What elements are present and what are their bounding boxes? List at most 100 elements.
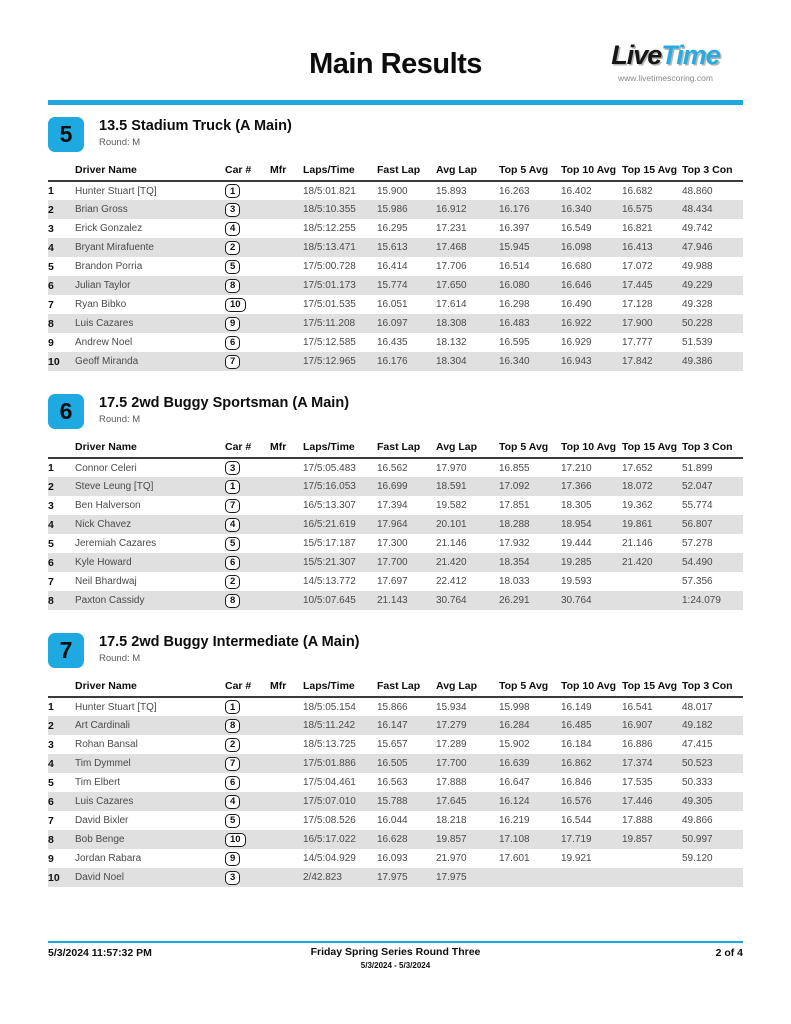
car-number-badge: 7	[225, 756, 241, 771]
fast-lap-cell: 16.093	[377, 853, 408, 864]
top15-avg-cell	[622, 572, 682, 591]
top15-avg-cell: 17.374	[622, 758, 653, 769]
top15-avg-cell: 17.446	[622, 796, 653, 807]
top10-avg-cell: 16.646	[561, 280, 592, 291]
top15-avg-cell: 17.900	[622, 318, 653, 329]
driver-name-cell: David Bixler	[75, 815, 129, 826]
column-header-top10: Top 10 Avg	[561, 678, 622, 698]
fast-lap-cell: 15.986	[377, 204, 408, 215]
position-cell: 7	[48, 298, 54, 311]
print-timestamp: 5/3/2024 11:57:32 PM	[48, 947, 152, 959]
top15-avg-cell	[622, 591, 682, 610]
top15-avg-cell: 21.420	[622, 557, 653, 568]
top15-avg-cell: 16.907	[622, 720, 653, 731]
laps-time-cell: 17/5:12.585	[303, 337, 356, 348]
car-number-badge: 6	[225, 555, 241, 570]
top5-avg-cell: 17.601	[499, 853, 530, 864]
mfr-cell	[270, 553, 303, 572]
car-number-badge: 4	[225, 517, 241, 532]
top5-avg-cell: 16.340	[499, 356, 530, 367]
top3-con-cell: 47.415	[682, 739, 713, 750]
table-row: 10 David Noel 3 2/42.823 17.975 17.975	[48, 868, 743, 887]
position-cell: 4	[48, 241, 54, 254]
top5-avg-cell: 15.902	[499, 739, 530, 750]
position-cell: 4	[48, 518, 54, 531]
laps-time-cell: 14/5:04.929	[303, 853, 356, 864]
mfr-cell	[270, 754, 303, 773]
mfr-cell	[270, 830, 303, 849]
round-label: Round: M	[99, 653, 141, 665]
heat-number-badge: 6	[48, 394, 84, 429]
column-header-top15: Top 15 Avg	[622, 162, 682, 182]
car-number-badge: 5	[225, 259, 241, 274]
driver-name-cell: Bob Benge	[75, 834, 125, 845]
top5-avg-cell: 16.397	[499, 223, 530, 234]
table-row: 7 Ryan Bibko 10 17/5:01.535 16.051 17.61…	[48, 295, 743, 314]
laps-time-cell: 17/5:07.010	[303, 796, 356, 807]
top3-con-cell: 49.386	[682, 356, 713, 367]
laps-time-cell: 17/5:01.535	[303, 299, 356, 310]
table-row: 9 Jordan Rabara 9 14/5:04.929 16.093 21.…	[48, 849, 743, 868]
table-row: 5 Jeremiah Cazares 5 15/5:17.187 17.300 …	[48, 534, 743, 553]
top10-avg-cell: 17.719	[561, 834, 592, 845]
avg-lap-cell: 17.645	[436, 796, 467, 807]
column-header-car: Car #	[225, 678, 270, 698]
avg-lap-cell: 21.970	[436, 853, 467, 864]
car-number-cell: 4	[225, 219, 270, 238]
driver-name-cell: Jordan Rabara	[75, 853, 142, 864]
logo-tagline: www.livetimescoring.com	[618, 73, 713, 83]
race-section: 6 17.5 2wd Buggy Sportsman (A Main) Roun…	[48, 371, 743, 610]
top15-avg-cell	[622, 868, 682, 887]
mfr-cell	[270, 849, 303, 868]
column-header-mfr: Mfr	[270, 162, 303, 182]
top5-avg-cell: 18.033	[499, 576, 530, 587]
avg-lap-cell: 18.304	[436, 356, 467, 367]
laps-time-cell: 15/5:17.187	[303, 538, 356, 549]
top10-avg-cell: 16.846	[561, 777, 592, 788]
driver-name-cell: Erick Gonzalez	[75, 223, 143, 234]
column-header-top5: Top 5 Avg	[499, 162, 561, 182]
fast-lap-cell: 15.613	[377, 242, 408, 253]
car-number-cell: 9	[225, 314, 270, 333]
car-number-cell: 8	[225, 591, 270, 610]
fast-lap-cell: 17.700	[377, 557, 408, 568]
top3-con-cell: 47.946	[682, 242, 713, 253]
top5-avg-cell: 15.945	[499, 242, 530, 253]
top10-avg-cell: 16.549	[561, 223, 592, 234]
table-row: 3 Ben Halverson 7 16/5:13.307 17.394 19.…	[48, 496, 743, 515]
round-label: Round: M	[99, 414, 141, 426]
car-number-badge: 9	[225, 316, 241, 331]
avg-lap-cell: 19.582	[436, 500, 467, 511]
avg-lap-cell: 21.146	[436, 538, 467, 549]
top10-avg-cell: 16.149	[561, 701, 592, 713]
top10-avg-cell: 17.366	[561, 481, 592, 492]
mfr-cell	[270, 219, 303, 238]
top10-avg-cell: 30.764	[561, 595, 592, 606]
laps-time-cell: 17/5:08.526	[303, 815, 356, 826]
top3-con-cell: 48.017	[682, 701, 713, 713]
top3-con-cell: 49.229	[682, 280, 713, 291]
page-title: Main Results	[309, 48, 482, 80]
table-row: 10 Geoff Miranda 7 17/5:12.965 16.176 18…	[48, 352, 743, 371]
fast-lap-cell: 17.300	[377, 538, 408, 549]
fast-lap-cell: 16.044	[377, 815, 408, 826]
laps-time-cell: 18/5:11.242	[303, 720, 356, 731]
results-table: Driver Name Car # Mfr Laps/Time Fast Lap Avg …	[48, 678, 743, 887]
position-cell: 8	[48, 833, 54, 846]
laps-time-cell: 17/5:16.053	[303, 481, 356, 492]
car-number-cell: 1	[225, 697, 270, 716]
avg-lap-cell: 17.888	[436, 777, 467, 788]
top15-avg-cell: 17.445	[622, 280, 653, 291]
car-number-cell: 1	[225, 477, 270, 496]
top10-avg-cell: 19.593	[561, 576, 592, 587]
fast-lap-cell: 16.628	[377, 834, 408, 845]
mfr-cell	[270, 735, 303, 754]
position-cell: 1	[48, 701, 54, 713]
table-row: 2 Art Cardinali 8 18/5:11.242 16.147 17.…	[48, 716, 743, 735]
mfr-cell	[270, 477, 303, 496]
car-number-badge: 8	[225, 718, 241, 733]
laps-time-cell: 14/5:13.772	[303, 576, 356, 587]
table-row: 8 Paxton Cassidy 8 10/5:07.645 21.143 30…	[48, 591, 743, 610]
top10-avg-cell: 19.444	[561, 538, 592, 549]
